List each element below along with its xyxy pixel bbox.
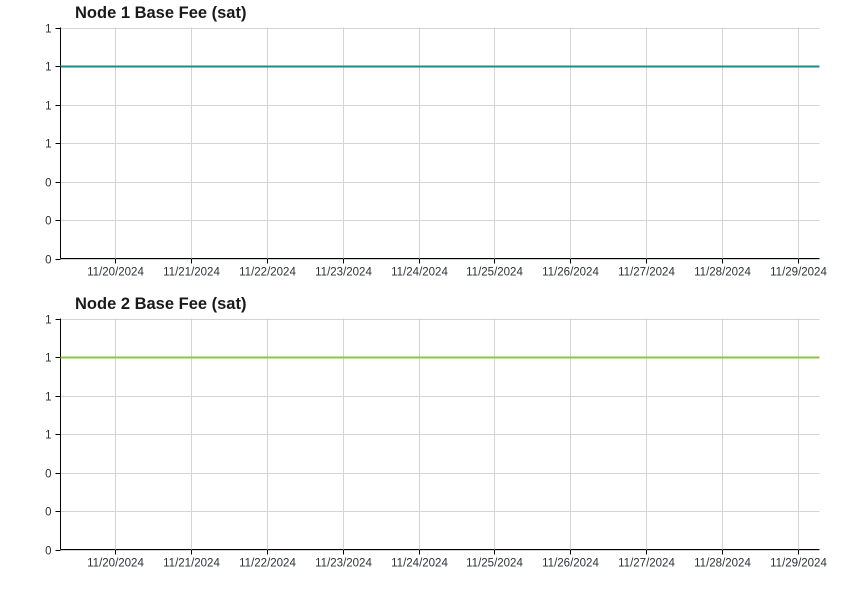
svg-text:1: 1: [45, 62, 51, 74]
svg-text:11/25/2024: 11/25/2024: [466, 267, 523, 279]
svg-text:1: 1: [45, 392, 51, 404]
svg-text:11/24/2024: 11/24/2024: [391, 267, 448, 279]
svg-text:11/23/2024: 11/23/2024: [315, 558, 372, 570]
svg-text:1: 1: [45, 315, 51, 327]
svg-text:1: 1: [45, 430, 51, 442]
svg-text:0: 0: [45, 178, 51, 190]
svg-text:Node 2 Base Fee (sat): Node 2 Base Fee (sat): [75, 295, 246, 313]
svg-text:11/21/2024: 11/21/2024: [163, 267, 220, 279]
svg-text:11/26/2024: 11/26/2024: [542, 267, 599, 279]
svg-text:0: 0: [45, 216, 51, 228]
svg-text:11/29/2024: 11/29/2024: [770, 558, 827, 570]
svg-text:1: 1: [45, 24, 51, 36]
svg-text:0: 0: [45, 469, 51, 481]
svg-text:0: 0: [45, 507, 51, 519]
svg-text:11/22/2024: 11/22/2024: [239, 267, 296, 279]
svg-text:1: 1: [45, 139, 51, 151]
svg-text:11/26/2024: 11/26/2024: [542, 558, 599, 570]
svg-text:11/22/2024: 11/22/2024: [239, 558, 296, 570]
svg-text:0: 0: [45, 546, 51, 558]
svg-text:11/25/2024: 11/25/2024: [466, 558, 523, 570]
svg-text:Node 1 Base Fee (sat): Node 1 Base Fee (sat): [75, 4, 246, 22]
svg-text:11/24/2024: 11/24/2024: [391, 558, 448, 570]
svg-text:11/21/2024: 11/21/2024: [163, 558, 220, 570]
svg-text:11/20/2024: 11/20/2024: [87, 267, 144, 279]
svg-text:11/29/2024: 11/29/2024: [770, 267, 827, 279]
svg-text:11/27/2024: 11/27/2024: [618, 267, 675, 279]
svg-text:11/28/2024: 11/28/2024: [694, 558, 751, 570]
svg-text:11/20/2024: 11/20/2024: [87, 558, 144, 570]
svg-text:1: 1: [45, 353, 51, 365]
svg-text:11/27/2024: 11/27/2024: [618, 558, 675, 570]
svg-text:11/23/2024: 11/23/2024: [315, 267, 372, 279]
svg-text:1: 1: [45, 101, 51, 113]
svg-text:0: 0: [45, 255, 51, 267]
svg-text:11/28/2024: 11/28/2024: [694, 267, 751, 279]
